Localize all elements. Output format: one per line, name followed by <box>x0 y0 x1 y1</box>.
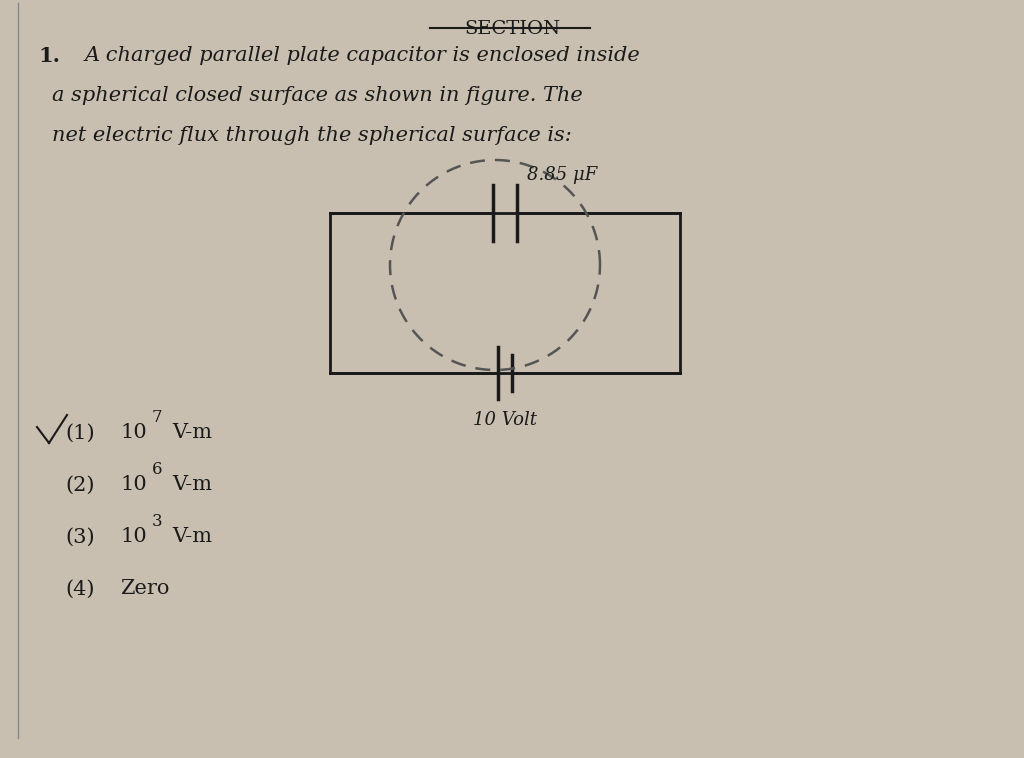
Text: (2): (2) <box>65 475 94 494</box>
Text: 10: 10 <box>120 424 146 443</box>
Text: V-m: V-m <box>172 528 212 547</box>
Text: 10: 10 <box>120 528 146 547</box>
Text: 8.85 μF: 8.85 μF <box>527 166 597 184</box>
Text: 6: 6 <box>152 461 163 478</box>
Text: 10: 10 <box>120 475 146 494</box>
Text: 7: 7 <box>152 409 163 425</box>
Text: (3): (3) <box>65 528 94 547</box>
Text: (4): (4) <box>65 580 94 599</box>
Text: V-m: V-m <box>172 424 212 443</box>
Text: 1.: 1. <box>38 46 60 66</box>
Text: A charged parallel plate capacitor is enclosed inside: A charged parallel plate capacitor is en… <box>85 46 641 65</box>
Text: 3: 3 <box>152 512 163 530</box>
Text: 10 Volt: 10 Volt <box>473 411 537 429</box>
Text: SECTION: SECTION <box>464 20 560 38</box>
Text: a spherical closed surface as shown in figure. The: a spherical closed surface as shown in f… <box>52 86 583 105</box>
Text: (1): (1) <box>65 424 94 443</box>
Text: V-m: V-m <box>172 475 212 494</box>
Text: Zero: Zero <box>120 580 169 599</box>
Text: net electric flux through the spherical surface is:: net electric flux through the spherical … <box>52 126 571 145</box>
